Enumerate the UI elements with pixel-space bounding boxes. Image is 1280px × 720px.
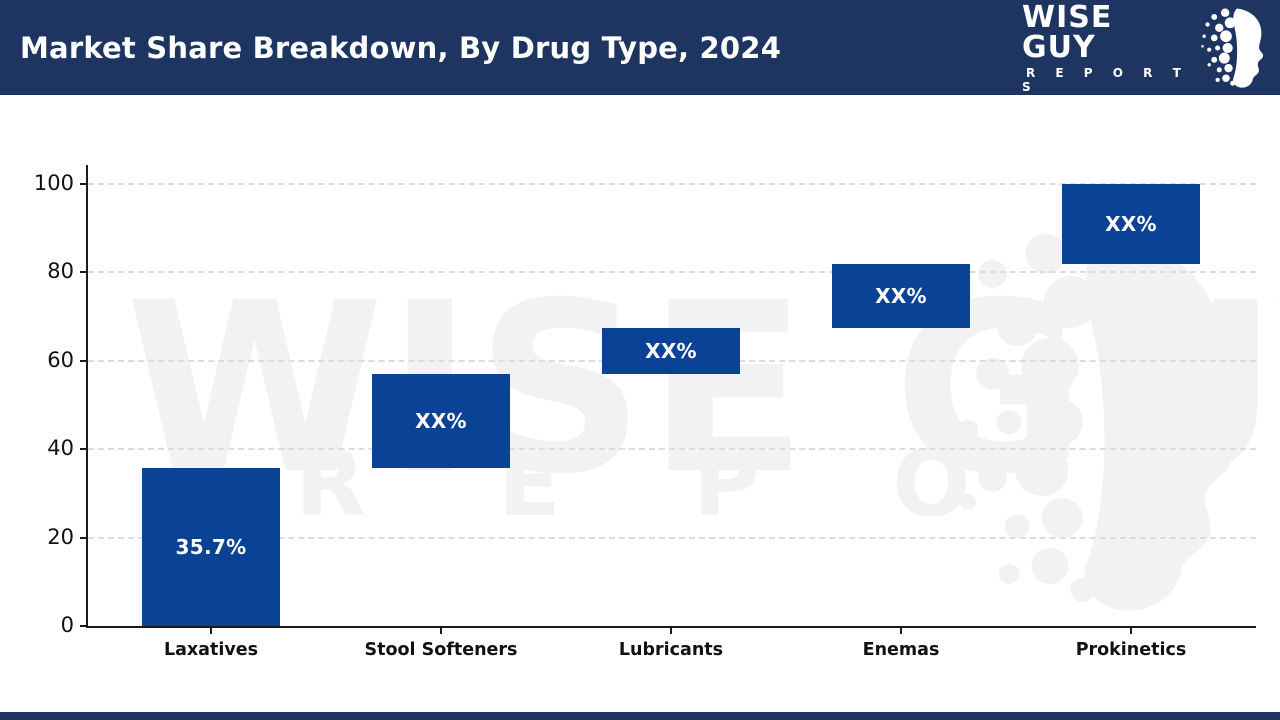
logo-text: WISE GUY R E P O R T S	[1022, 0, 1194, 94]
y-tick-label: 80	[47, 259, 74, 284]
logo-wiseguy-label: WISE GUY	[1022, 0, 1113, 65]
y-tick-label: 20	[47, 524, 74, 549]
x-axis-label: Prokinetics	[1075, 640, 1187, 660]
bar-value-label: XX%	[875, 283, 927, 308]
x-axis-label: Lubricants	[618, 640, 724, 660]
y-tick-label: 100	[33, 171, 74, 195]
x-tick-mark	[900, 626, 902, 634]
logo-reports-label: R E P O R T S	[1022, 65, 1189, 94]
bar-segment: XX%	[1062, 184, 1200, 264]
x-tick-mark	[440, 626, 442, 634]
bar-segment: XX%	[832, 263, 970, 328]
x-tick-mark	[670, 626, 672, 634]
header: Market Share Breakdown, By Drug Type, 20…	[0, 0, 1280, 95]
footer-bar	[0, 712, 1280, 720]
y-tick-mark	[80, 536, 88, 539]
page-title: Market Share Breakdown, By Drug Type, 20…	[20, 30, 782, 65]
x-axis-label: Stool Softeners	[364, 640, 518, 660]
x-tick-mark	[1130, 626, 1132, 634]
y-tick-mark	[80, 625, 88, 627]
y-tick-mark	[80, 183, 88, 185]
gridline	[88, 183, 1256, 185]
bar-segment: XX%	[372, 374, 510, 469]
y-tick-label: 40	[47, 436, 74, 461]
x-tick-mark	[210, 626, 212, 634]
bar-segment: XX%	[602, 327, 740, 375]
bar-value-label: XX%	[1105, 211, 1157, 236]
y-tick-mark	[80, 359, 88, 362]
y-tick-mark	[80, 271, 88, 274]
bar-value-label: XX%	[415, 409, 467, 434]
bar-value-label: 35.7%	[175, 535, 247, 560]
y-axis-line	[86, 165, 88, 628]
y-tick-label: 60	[47, 347, 74, 372]
bar-value-label: XX%	[645, 338, 697, 363]
x-axis-label: Laxatives	[163, 640, 259, 660]
gridline	[88, 448, 1256, 451]
y-tick-mark	[80, 448, 88, 451]
y-tick-label: 0	[60, 613, 74, 637]
x-axis-line	[86, 626, 1256, 628]
x-axis-label: Enemas	[862, 640, 940, 660]
gridline	[88, 536, 1256, 539]
gridline	[88, 271, 1256, 274]
bar-segment: 35.7%	[142, 468, 280, 626]
logo: WISE GUY R E P O R T S	[1022, 0, 1272, 94]
